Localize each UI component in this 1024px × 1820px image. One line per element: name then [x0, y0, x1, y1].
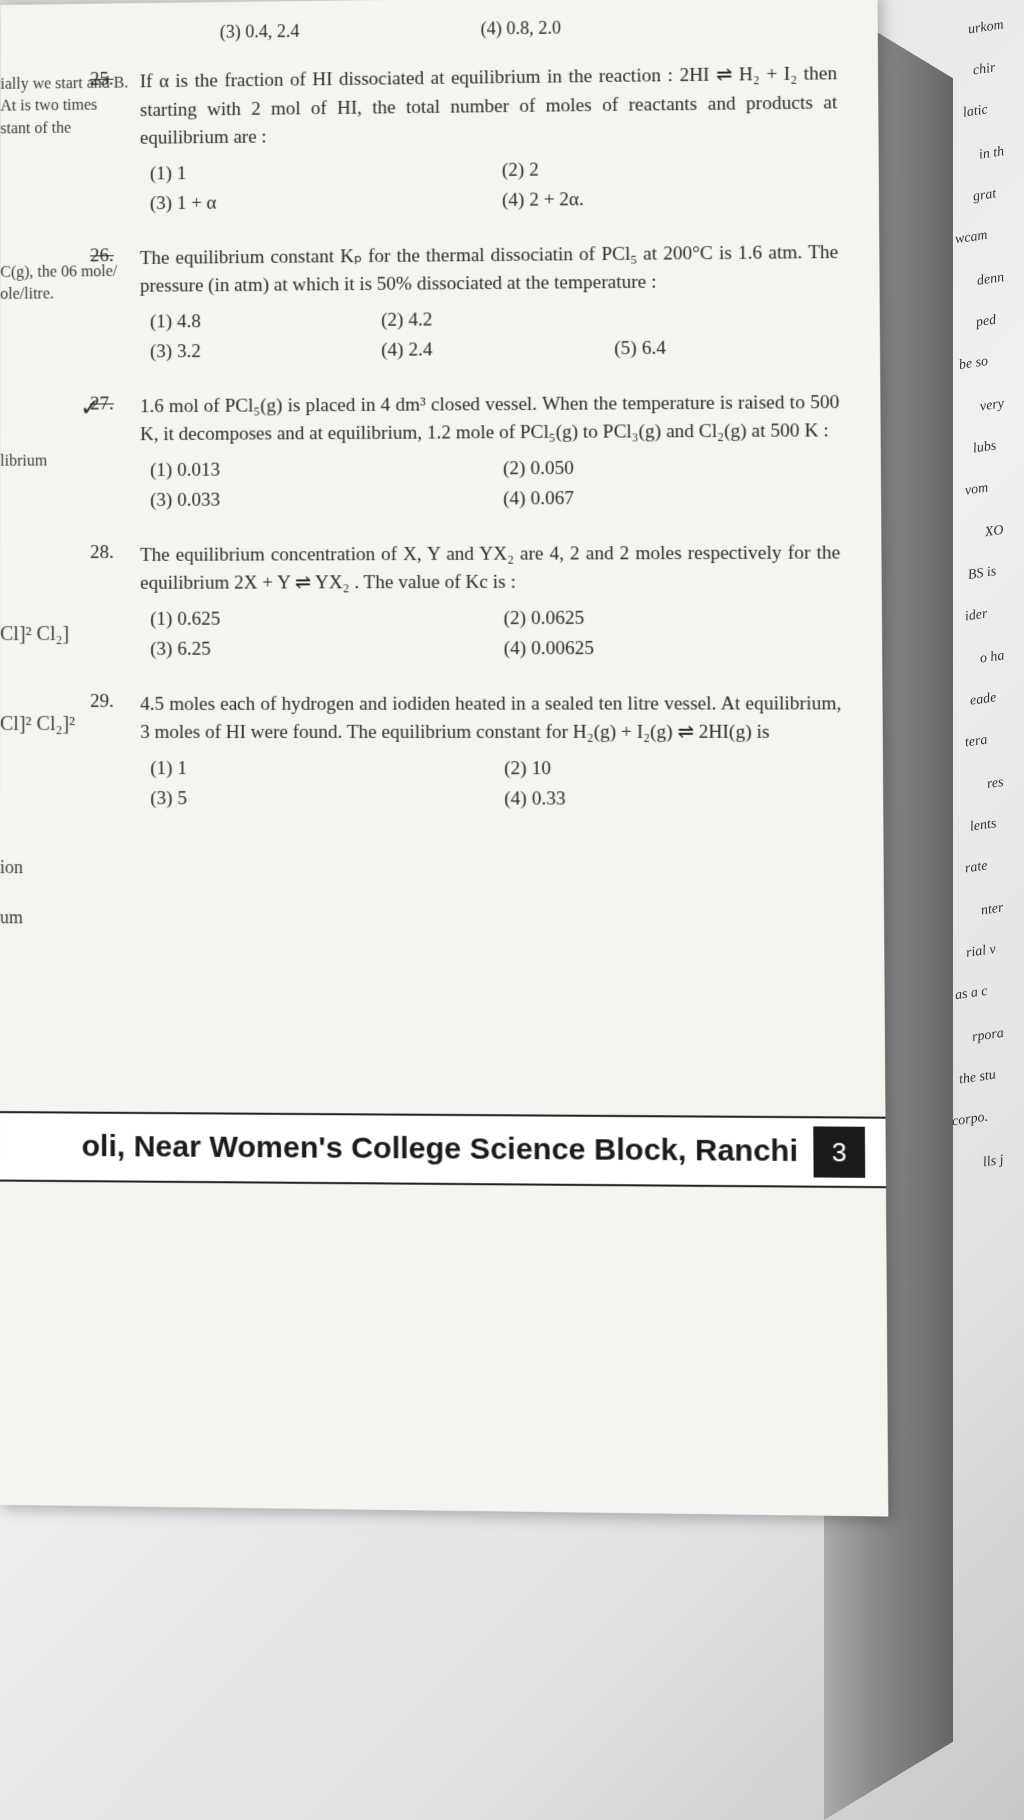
spine-word: grat [972, 186, 997, 205]
q29-option-4: (4) 0.33 [504, 788, 842, 811]
question-26-number: 26. [90, 245, 114, 267]
spine-word: tera [964, 733, 989, 752]
spine-word: XO [984, 523, 1005, 541]
q27-option-3: (3) 0.033 [150, 488, 483, 511]
margin-note-2: C(g), the 06 mole/ ole/litre. [0, 261, 130, 307]
question-29-text: 4.5 moles each of hydrogen and iodiden h… [140, 690, 841, 748]
spine-word: lents [969, 816, 997, 836]
spine-word: latic [962, 102, 989, 121]
q28-option-3: (3) 6.25 [150, 638, 483, 661]
spine-word: as a c [954, 984, 989, 1004]
question-28-text: The equilibrium concentration of X, Y an… [140, 539, 841, 598]
question-26-options: (1) 4.8 (2) 4.2 (3) 3.2 (4) 2.4 (5) 6.4 [140, 306, 839, 363]
q28-option-2: (2) 0.0625 [504, 607, 841, 630]
q26-option-5: (5) 6.4 [614, 336, 839, 360]
question-29: 29. 4.5 moles each of hydrogen and iodid… [140, 690, 842, 811]
page-number: 3 [813, 1126, 865, 1177]
spine-word: eade [969, 690, 997, 710]
spine-word: chir [972, 61, 997, 80]
spine-word: in th [978, 144, 1005, 163]
spine-word: BS is [967, 564, 997, 584]
q26-option-3: (3) 3.2 [150, 339, 371, 362]
q28-option-4: (4) 0.00625 [504, 637, 841, 660]
spine-word: denn [976, 270, 1005, 290]
prev-option-3: (3) 0.4, 2.4 [220, 21, 300, 43]
q25-option-2: (2) 2 [502, 156, 838, 181]
spine-word: rpora [971, 1026, 1005, 1046]
q27-option-1: (1) 0.013 [150, 458, 483, 482]
spine-word: rial v [965, 942, 997, 962]
spine-word: rate [964, 859, 989, 878]
question-29-options: (1) 1 (2) 10 (3) 5 (4) 0.33 [140, 758, 842, 811]
question-28-number: 28. [90, 541, 114, 563]
spine-word: urkom [967, 18, 1005, 39]
question-26: 26. The equilibrium constant Kₚ for the … [140, 238, 839, 362]
spine-word: ider [964, 607, 989, 626]
spine-word: the stu [958, 1068, 997, 1089]
spine-word: wcam [954, 228, 989, 248]
q29-option-3: (3) 5 [150, 788, 484, 810]
question-25: 25. If α is the fraction of HI dissociat… [140, 60, 838, 215]
q25-option-3: (3) 1 + α [150, 190, 482, 215]
spine-word: o ha [979, 648, 1005, 667]
prev-option-4: (4) 0.8, 2.0 [481, 18, 561, 40]
question-29-number: 29. [90, 690, 114, 712]
question-25-options: (1) 1 (2) 2 (3) 1 + α (4) 2 + 2α. [140, 156, 838, 215]
question-27-text: 1.6 mol of PCl₅(g) is placed in 4 dm³ cl… [140, 388, 840, 449]
q26-option-2: (2) 4.2 [381, 308, 604, 332]
question-28: 28. The equilibrium concentration of X, … [140, 539, 841, 661]
page-content: ially we start and B. At is two times st… [0, 0, 888, 1517]
footer-band: oli, Near Women's College Science Block,… [0, 1111, 886, 1188]
question-27: ✓ 27. 1.6 mol of PCl₅(g) is placed in 4 … [140, 388, 840, 511]
spine-word: ped [975, 313, 997, 332]
spine-word: very [979, 396, 1005, 415]
q26-option-1: (1) 4.8 [150, 309, 371, 333]
margin-note-5: Cl]² Cl₂]² [0, 710, 130, 738]
spine-word: lubs [972, 438, 997, 457]
question-25-text: If α is the fraction of HI dissociated a… [140, 60, 838, 153]
q27-option-4: (4) 0.067 [503, 486, 840, 510]
footer-text: oli, Near Women's College Science Block,… [82, 1130, 798, 1169]
q25-option-1: (1) 1 [150, 160, 482, 185]
margin-note-3: librium [0, 450, 130, 473]
spine-word: lls j [982, 1153, 1005, 1172]
margin-note-4: Cl]² Cl₂] [0, 620, 130, 648]
spine-word: vom [964, 480, 989, 499]
q26-option-4: (4) 2.4 [381, 338, 604, 362]
q29-option-2: (2) 10 [504, 758, 842, 780]
q28-option-1: (1) 0.625 [150, 608, 483, 631]
spine-word: res [986, 775, 1005, 793]
question-27-options: (1) 0.013 (2) 0.050 (3) 0.033 (4) 0.067 [140, 456, 840, 511]
spine-word: be so [958, 354, 989, 374]
question-28-options: (1) 0.625 (2) 0.0625 (3) 6.25 (4) 0.0062… [140, 607, 841, 661]
question-27-number: 27. [90, 393, 114, 415]
question-25-number: 25. [90, 69, 114, 91]
q25-option-4: (4) 2 + 2α. [502, 186, 838, 211]
margin-note-7: um [0, 905, 130, 931]
question-26-text: The equilibrium constant Kₚ for the ther… [140, 238, 839, 301]
spine-word: nter [980, 901, 1005, 920]
spine-word: corpo. [951, 1110, 989, 1131]
q26-option-5-placeholder [614, 306, 839, 330]
margin-note-6: ion [0, 855, 130, 881]
q29-option-1: (1) 1 [150, 758, 484, 780]
top-options-row: (3) 0.4, 2.4 (4) 0.8, 2.0 [140, 14, 837, 44]
q27-option-2: (2) 0.050 [503, 456, 840, 480]
